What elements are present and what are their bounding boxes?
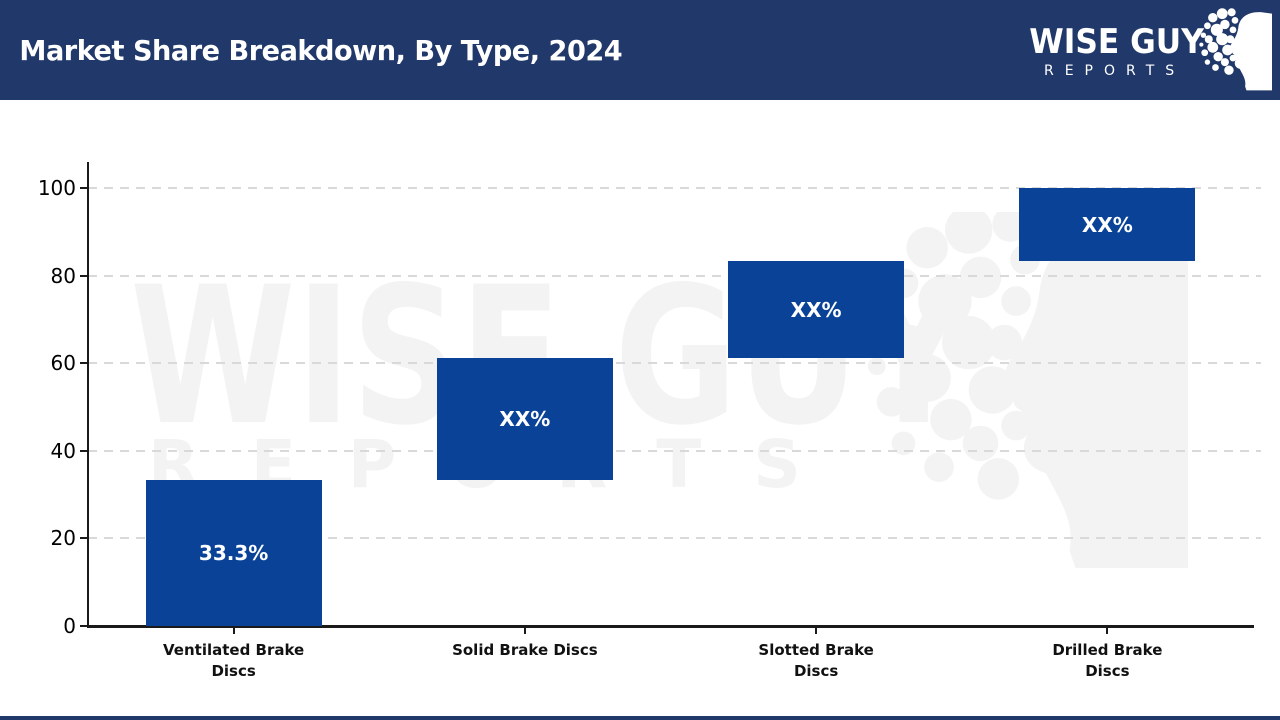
- brand-subtitle: REPORTS: [1043, 62, 1186, 79]
- y-tick-mark: [80, 625, 88, 627]
- x-tick-mark: [523, 627, 526, 634]
- y-tick-label: 0: [63, 614, 76, 638]
- x-tick-mark: [1106, 627, 1109, 634]
- y-tick-mark: [80, 537, 88, 540]
- x-tick-mark: [232, 627, 235, 634]
- x-category-label: Solid Brake Discs: [452, 641, 598, 659]
- x-category-label: Drilled Brake Discs: [1052, 641, 1163, 680]
- y-tick-label: 100: [37, 176, 76, 200]
- gridline: [88, 362, 1261, 365]
- y-tick-label: 60: [50, 351, 76, 376]
- y-tick-label: 40: [50, 438, 76, 463]
- bar-value-label: XX%: [1081, 212, 1133, 237]
- brand-name: WISE GUY: [1029, 21, 1204, 62]
- y-tick-mark: [80, 362, 88, 365]
- x-category-label: Ventilated Brake Discs: [163, 641, 305, 680]
- x-tick-mark: [815, 627, 818, 634]
- y-tick-label: 80: [50, 263, 76, 288]
- watermark-dotted-head-icon: [867, 212, 1188, 568]
- bar-solid-brake-discs: XX%: [436, 358, 613, 481]
- x-category-label: Slotted Brake Discs: [758, 641, 874, 680]
- gridline: [88, 537, 1261, 540]
- y-tick-mark: [80, 274, 88, 277]
- y-tick-mark: [80, 449, 88, 452]
- bar-drilled-brake-discs: XX%: [1019, 188, 1196, 262]
- y-tick-mark: [80, 187, 88, 189]
- bar-value-label: XX%: [499, 407, 551, 432]
- x-axis-line: [87, 625, 1254, 628]
- bar-value-label: 33.3%: [198, 541, 269, 566]
- gridline: [88, 187, 1261, 189]
- footer-bar: [0, 716, 1280, 720]
- brand-logo-text: WISE GUY REPORTS: [1014, 22, 1204, 79]
- bar-ventilated-brake-discs: 33.3%: [145, 480, 322, 626]
- y-tick-label: 20: [50, 526, 76, 551]
- chart-title: Market Share Breakdown, By Type, 2024: [19, 33, 623, 67]
- dotted-head-icon: [1199, 8, 1272, 91]
- bar-value-label: XX%: [790, 297, 842, 322]
- brand-logo: WISE GUY REPORTS: [1012, 4, 1272, 96]
- gridline: [88, 274, 1261, 277]
- bar-slotted-brake-discs: XX%: [728, 261, 905, 359]
- header-band: Market Share Breakdown, By Type, 2024 WI…: [0, 0, 1280, 100]
- y-axis-line: [87, 162, 89, 628]
- gridline: [88, 449, 1261, 452]
